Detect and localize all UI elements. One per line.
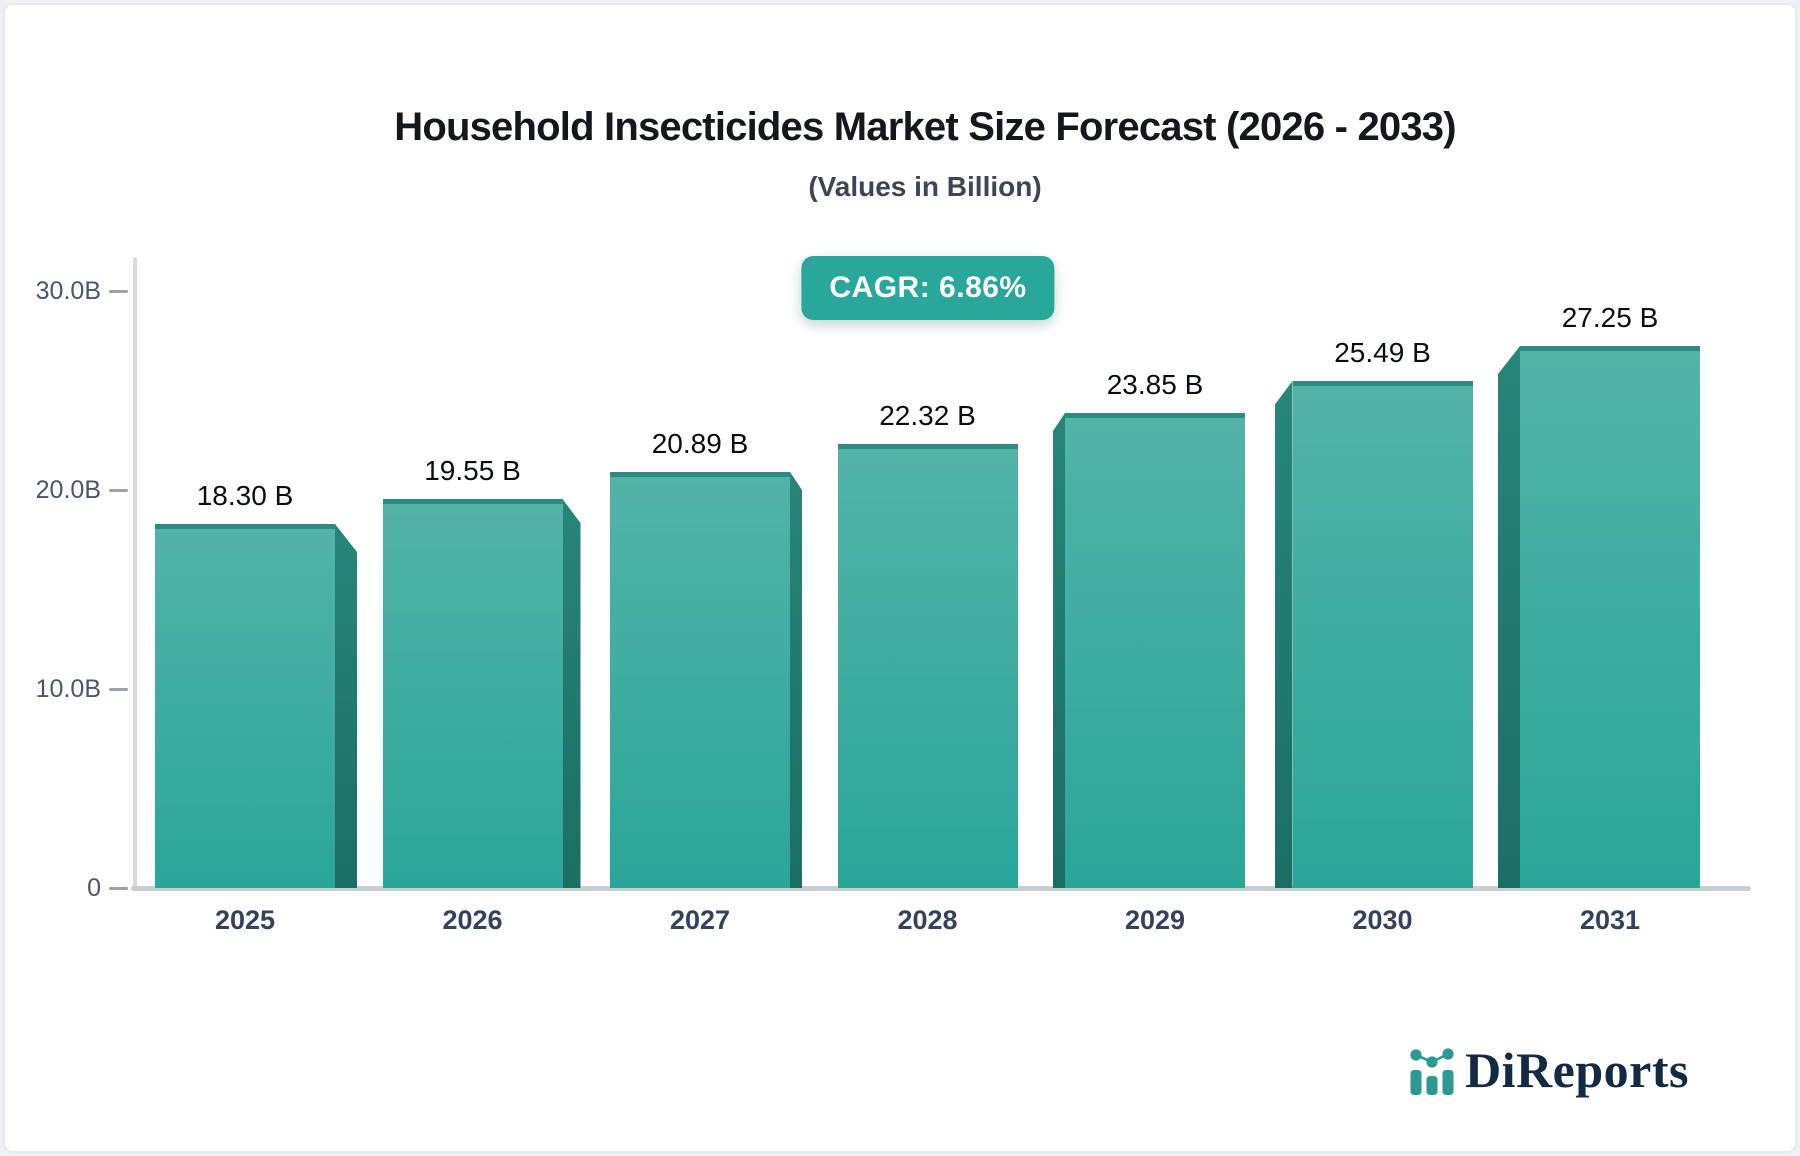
chart-title: Household Insecticides Market Size Forec…	[394, 105, 1456, 149]
x-axis-label: 2030	[1352, 905, 1413, 935]
bar-side-2025	[335, 524, 357, 888]
y-tick-label: 30.0B	[35, 277, 101, 305]
x-axis-line	[131, 886, 1751, 891]
y-tick-label: 10.0B	[35, 675, 101, 703]
bar-value-label: 27.25 B	[1561, 302, 1659, 333]
x-axis-label: 2027	[669, 905, 731, 935]
chart-subtitle: (Values in Billion)	[808, 171, 1042, 202]
logo: DiReports	[1409, 1045, 1689, 1095]
bar-2025	[155, 524, 335, 888]
bar-2029	[1065, 413, 1245, 888]
bar-2028	[837, 444, 1018, 888]
y-tick-mark	[109, 289, 128, 293]
x-axis-label: 2026	[442, 905, 503, 935]
bar-side-2027	[790, 472, 802, 888]
x-axis-label: 2029	[1124, 905, 1186, 935]
bar-2027	[610, 472, 790, 888]
x-axis-label: 2031	[1579, 905, 1641, 935]
y-tick-mark	[109, 687, 128, 691]
chart-card: Household Insecticides Market Size Forec…	[3, 3, 1797, 1153]
x-axis-label: 2028	[897, 905, 958, 935]
bar-side-2030	[1274, 381, 1293, 888]
bar-2031	[1520, 346, 1700, 888]
y-tick-label: 0	[87, 874, 101, 902]
bar-side-2029	[1053, 413, 1065, 888]
cagr-badge: CAGR: 6.86%	[801, 256, 1055, 320]
bar-value-label: 18.30 B	[196, 480, 294, 511]
bar-value-label: 19.55 B	[424, 455, 521, 486]
bar-value-label: 23.85 B	[1106, 369, 1204, 400]
x-axis-label: 2025	[214, 905, 276, 935]
bar-side-2031	[1498, 346, 1520, 888]
y-axis-line	[133, 257, 137, 891]
bar-2026	[382, 499, 563, 888]
bar-2030	[1292, 381, 1473, 888]
y-tick-mark	[109, 886, 128, 890]
bar-value-label: 25.49 B	[1334, 337, 1431, 368]
logo-text: DiReports	[1465, 1042, 1689, 1098]
y-tick-mark	[109, 488, 128, 492]
logo-icon	[1410, 1048, 1454, 1095]
y-tick-label: 20.0B	[35, 476, 101, 504]
bar-side-2026	[562, 499, 581, 888]
bar-chart: 30.0B 20.0B 10.0B 0 18.30 B 2025 19.55 B 2026 20…	[5, 5, 1795, 1151]
bar-value-label: 22.32 B	[879, 400, 976, 431]
bar-value-label: 20.89 B	[651, 428, 749, 459]
